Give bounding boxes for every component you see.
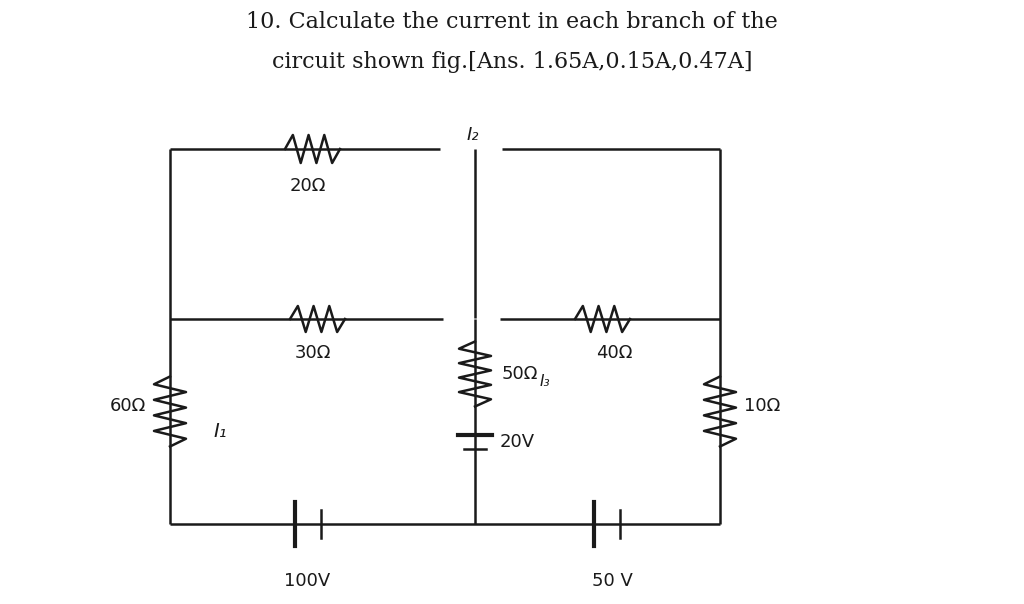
Text: I₂: I₂ [467,126,479,144]
Text: I₁: I₁ [213,422,226,441]
Text: 60Ω: 60Ω [110,397,146,416]
Text: 100V: 100V [285,572,331,590]
Text: 10Ω: 10Ω [743,397,780,416]
Text: circuit shown fig.[Ans. 1.65A,0.15A,0.47A]: circuit shown fig.[Ans. 1.65A,0.15A,0.47… [271,51,753,73]
Text: 50Ω: 50Ω [502,365,539,383]
Text: 50 V: 50 V [592,572,633,590]
Text: 30Ω: 30Ω [294,344,331,362]
Text: 20Ω: 20Ω [290,177,326,195]
Text: 10. Calculate the current in each branch of the: 10. Calculate the current in each branch… [246,11,778,33]
Text: I₃: I₃ [540,374,551,390]
Text: 40Ω: 40Ω [596,344,633,362]
Text: 20V: 20V [500,433,536,451]
